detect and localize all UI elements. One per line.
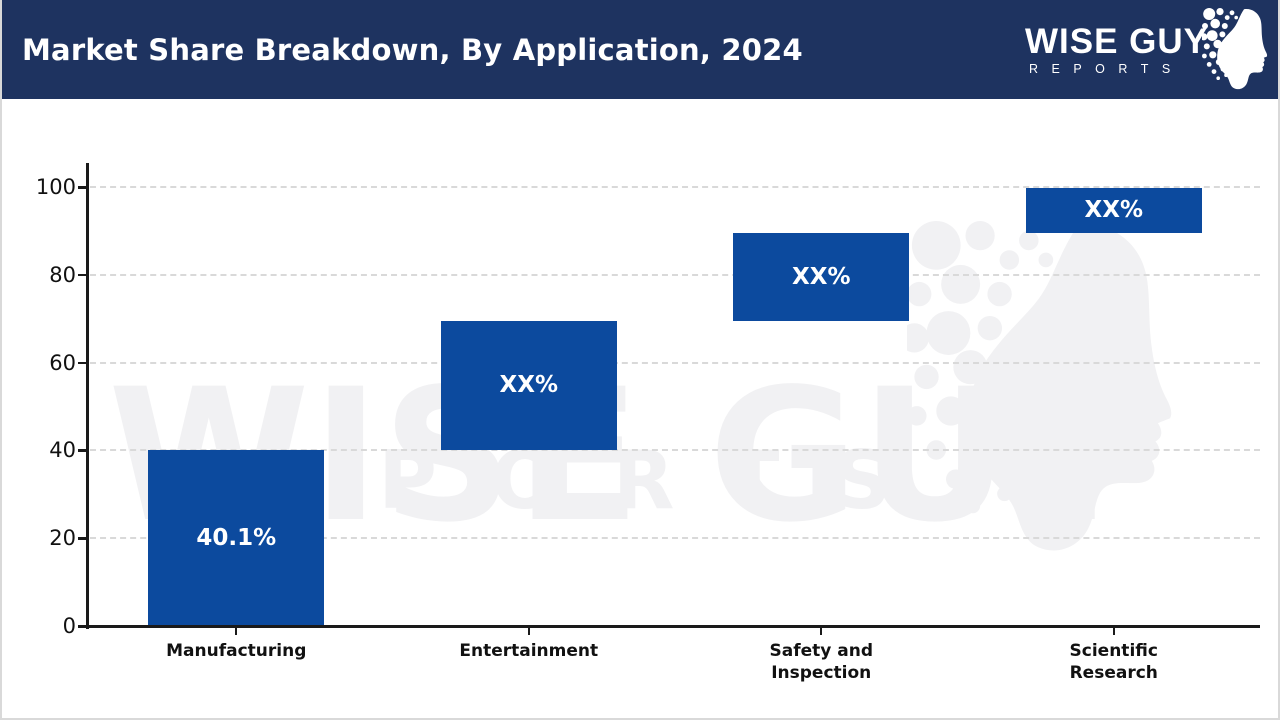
y-gridline (90, 186, 1260, 188)
bar: 40.1% (148, 449, 325, 626)
bar-value-label: XX% (499, 372, 558, 399)
y-tick-label: 100 (35, 175, 76, 199)
x-axis-line (86, 625, 1260, 628)
x-axis-label: Scientific Research (1069, 641, 1158, 683)
y-tick-mark (78, 186, 88, 189)
y-tick-label: 80 (49, 262, 76, 287)
y-tick-label: 60 (49, 350, 76, 375)
y-tick-mark (78, 273, 88, 277)
chart-area: WISE GUY REPORTS 0 20 40 60 80 100 40.1% Manufa… (2, 99, 1278, 718)
y-gridline (90, 273, 1260, 276)
y-tick-label: 40 (49, 438, 76, 463)
x-axis-label: Safety and Inspection (769, 641, 873, 683)
y-axis-line (86, 163, 89, 629)
header: Market Share Breakdown, By Application, … (2, 0, 1278, 99)
x-tick-mark (820, 628, 823, 635)
y-gridline (90, 449, 1260, 452)
bar-value-label: XX% (1084, 197, 1143, 224)
x-axis-label: Manufacturing (166, 641, 307, 661)
brand-name: WISE GUY (1024, 21, 1208, 61)
y-tick-mark (78, 625, 88, 628)
brand-subtitle: REPORTS (1028, 61, 1184, 76)
x-tick-mark (1112, 628, 1115, 635)
y-tick-mark (78, 361, 88, 365)
y-tick-mark (78, 537, 88, 540)
y-gridline (90, 361, 1260, 364)
brand-face-icon (1202, 7, 1268, 89)
y-gridline (90, 537, 1260, 540)
page-title: Market Share Breakdown, By Application, … (22, 32, 803, 67)
y-tick-mark (78, 449, 88, 452)
brand-logo-text: WISE GUY REPORTS (1024, 21, 1208, 76)
x-tick-mark (527, 628, 530, 635)
x-tick-mark (235, 628, 238, 635)
x-axis-label: Entertainment (459, 641, 599, 661)
brand-logo: WISE GUY REPORTS (1024, 7, 1268, 92)
bar: XX% (733, 233, 910, 321)
bar: XX% (440, 320, 617, 450)
y-tick-label: 0 (62, 614, 76, 638)
bar-value-label: XX% (791, 263, 851, 290)
bar-value-label: 40.1% (196, 524, 277, 551)
y-tick-label: 20 (49, 526, 76, 551)
bar: XX% (1025, 187, 1202, 234)
watermark-face-icon (907, 221, 1172, 551)
